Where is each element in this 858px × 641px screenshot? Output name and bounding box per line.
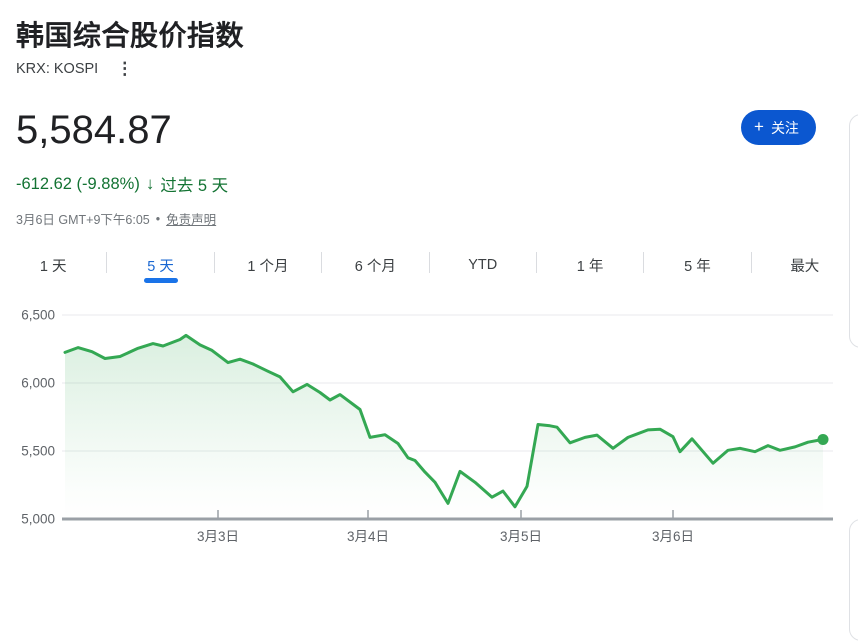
x-axis-label: 3月3日 [197,529,239,544]
price-change-row: -612.62 (-9.88%) ↓ 过去 5 天 [16,172,228,196]
more-options-button[interactable]: ⋮ [112,60,137,77]
y-axis-label: 6,000 [21,376,55,391]
plus-icon: + [754,117,764,136]
arrow-down-icon: ↓ [145,174,155,193]
price-line [63,333,825,509]
change-value: -612.62 (-9.88%) [16,174,140,193]
range-tab-5年[interactable]: 5 年 [644,243,750,285]
y-axis-label: 5,500 [21,444,55,459]
range-tab-label: 1 个月 [247,258,289,275]
range-tab-label: 1 年 [576,258,604,275]
change-period-label: 过去 5 天 [160,177,229,195]
chart-area-fill [65,335,823,519]
chart-canvas: 6,500 6,000 5,500 5,000 3月3日 3月4日 3月5日 3月6日 [21,308,833,544]
range-tab-label: 5 年 [684,258,711,275]
range-tab-label: 5 天 [147,258,174,275]
tab-divider [213,252,215,273]
follow-button[interactable]: + 关注 [741,110,816,145]
x-axis-label: 3月6日 [652,529,694,544]
timestamp: 3月6日 GMT+9下午6:05 [16,213,150,227]
range-tab-YTD[interactable]: YTD [430,243,536,285]
range-tab-6个月[interactable]: 6 个月 [322,243,428,285]
current-price: 5,584.87 [16,108,172,152]
price-chart[interactable]: 6,500 6,000 5,500 5,000 3月3日 3月4日 3月5日 3月6日 [0,305,858,550]
range-tabs: 1 天 5 天 1 个月 6 个月 YTD 1 年 5 年 最大 [0,243,858,285]
tab-divider [321,252,323,273]
disclaimer-link[interactable]: 免责声明 [166,213,217,227]
range-tab-最大[interactable]: 最大 [752,243,858,285]
page-title: 韩国综合股价指数 [16,20,245,51]
range-tab-1年[interactable]: 1 年 [537,243,643,285]
tab-divider [428,252,430,273]
adjacent-card-edge [849,114,858,348]
latest-price-dot [817,433,829,445]
tab-divider [750,252,752,273]
x-axis-label: 3月5日 [500,529,542,544]
range-tab-label: 6 个月 [354,258,396,275]
exchange-symbol: KRX: KOSPI [16,60,99,77]
quote-meta-row: 3月6日 GMT+9下午6:05 • 免责声明 [16,209,216,228]
dot-separator: • [155,211,161,226]
y-axis-label: 5,000 [21,512,55,527]
google-finance-quote-page: 韩国综合股价指数 KRX: KOSPI ⋮ + 关注 5,584.87 -612… [0,20,858,641]
tab-divider [106,252,108,273]
x-axis-label: 3月4日 [347,529,389,544]
kebab-menu-icon: ⋮ [116,59,134,78]
range-tab-label: YTD [468,257,498,273]
range-tab-5天[interactable]: 5 天 [107,243,213,285]
range-tab-label: 1 天 [39,258,67,275]
tab-divider [643,252,645,273]
y-axis-label: 6,500 [21,308,55,323]
follow-button-label: 关注 [770,119,799,136]
selected-tab-underline [143,278,178,283]
symbol-row: KRX: KOSPI ⋮ [16,60,137,77]
adjacent-card-edge-2 [849,519,858,641]
range-tab-1个月[interactable]: 1 个月 [215,243,321,285]
range-tab-label: 最大 [790,258,820,275]
tab-divider [535,252,537,273]
range-tab-1天[interactable]: 1 天 [0,243,106,285]
